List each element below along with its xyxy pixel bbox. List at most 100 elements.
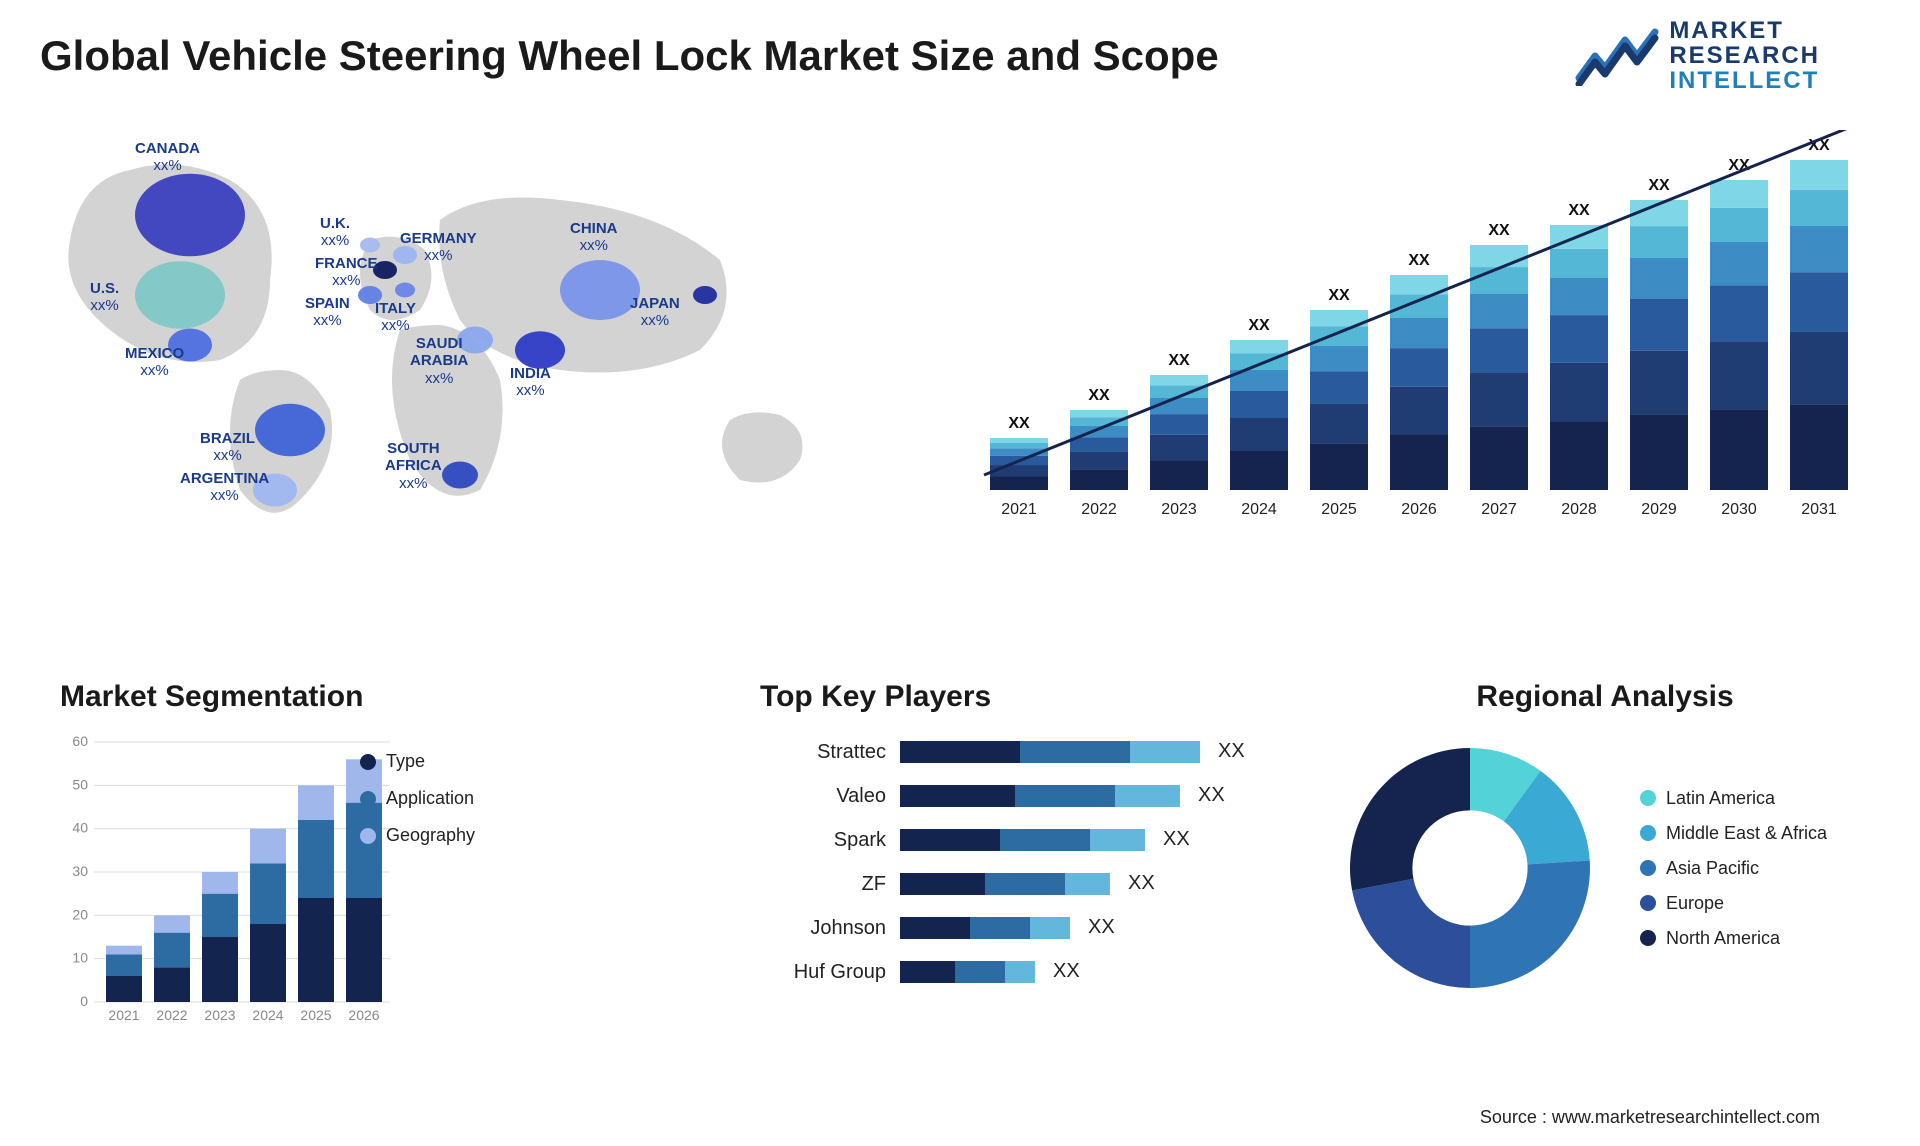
svg-text:2025: 2025 xyxy=(300,1007,331,1023)
player-value: XX xyxy=(1088,916,1115,939)
svg-text:XX: XX xyxy=(1248,317,1270,334)
regional-legend-item: Europe xyxy=(1640,893,1827,914)
svg-text:2031: 2031 xyxy=(1801,501,1837,518)
svg-text:2022: 2022 xyxy=(156,1007,187,1023)
legend-dot-icon xyxy=(360,754,376,770)
svg-text:2026: 2026 xyxy=(348,1007,379,1023)
player-value: XX xyxy=(1218,740,1245,763)
legend-label: Type xyxy=(386,751,425,772)
map-label-canada: CANADAxx% xyxy=(135,140,200,175)
svg-text:XX: XX xyxy=(1408,252,1430,269)
brand-logo: MARKET RESEARCH INTELLECT xyxy=(1575,18,1820,94)
svg-text:XX: XX xyxy=(1648,177,1670,194)
logo-text-2: RESEARCH xyxy=(1669,43,1820,68)
svg-text:50: 50 xyxy=(72,776,88,792)
player-bar-segment xyxy=(1130,741,1200,763)
player-bar-segment xyxy=(1030,917,1070,939)
svg-text:XX: XX xyxy=(1088,387,1110,404)
logo-mark-icon xyxy=(1575,26,1659,86)
map-label-mexico: MEXICOxx% xyxy=(125,345,184,380)
player-name: Huf Group xyxy=(760,961,900,984)
segmentation-legend: Type Application Geography xyxy=(360,735,475,862)
player-bar-segment xyxy=(1000,829,1090,851)
segmentation-panel: Market Segmentation 01020304050602021202… xyxy=(60,680,580,1032)
regional-donut xyxy=(1330,728,1610,1008)
svg-text:XX: XX xyxy=(1328,287,1350,304)
map-label-brazil: BRAZILxx% xyxy=(200,430,255,465)
player-bar: XX xyxy=(900,785,1320,807)
player-bar: XX xyxy=(900,741,1320,763)
player-bar-segment xyxy=(900,873,985,895)
svg-text:2030: 2030 xyxy=(1721,501,1757,518)
player-bar-segment xyxy=(1005,961,1035,983)
player-bar-segment xyxy=(970,917,1030,939)
player-bar-segment xyxy=(900,829,1000,851)
player-bar-segment xyxy=(985,873,1065,895)
svg-text:2028: 2028 xyxy=(1561,501,1597,518)
regional-panel: Regional Analysis Latin America Middle Ea… xyxy=(1330,680,1880,1008)
player-row: Strattec XX xyxy=(760,730,1320,774)
svg-text:2023: 2023 xyxy=(1161,501,1197,518)
svg-text:2021: 2021 xyxy=(1001,501,1037,518)
legend-label: Europe xyxy=(1666,893,1724,914)
players-title: Top Key Players xyxy=(760,680,1320,714)
player-bar-segment xyxy=(900,961,955,983)
map-label-italy: ITALYxx% xyxy=(375,300,416,335)
player-row: Huf GroupXX xyxy=(760,950,1320,994)
svg-text:XX: XX xyxy=(1008,415,1030,432)
map-label-us: U.S.xx% xyxy=(90,280,119,315)
player-bar-segment xyxy=(900,785,1015,807)
map-label-uk: U.K.xx% xyxy=(320,215,350,250)
player-value: XX xyxy=(1128,872,1155,895)
regional-legend-item: Asia Pacific xyxy=(1640,858,1827,879)
svg-text:2024: 2024 xyxy=(252,1007,283,1023)
legend-dot-icon xyxy=(360,791,376,807)
map-label-saudi: SAUDIARABIAxx% xyxy=(410,335,468,387)
svg-text:2025: 2025 xyxy=(1321,501,1357,518)
players-panel: Top Key Players StrattecXXValeoXXSparkXX… xyxy=(760,680,1320,994)
svg-text:10: 10 xyxy=(72,950,88,966)
world-map: CANADAxx% U.S.xx% MEXICOxx% BRAZILxx% ARGENT… xyxy=(40,130,910,540)
regional-legend: Latin America Middle East & Africa Asia Pa… xyxy=(1640,774,1827,963)
player-bar: XX xyxy=(900,961,1320,983)
svg-text:XX: XX xyxy=(1568,202,1590,219)
player-bar-segment xyxy=(900,741,1020,763)
legend-label: North America xyxy=(1666,928,1780,949)
player-row: SparkXX xyxy=(760,818,1320,862)
map-label-india: INDIAxx% xyxy=(510,365,551,400)
regional-legend-item: North America xyxy=(1640,928,1827,949)
player-value: XX xyxy=(1198,784,1225,807)
svg-text:40: 40 xyxy=(72,820,88,836)
regional-legend-item: Middle East & Africa xyxy=(1640,823,1827,844)
player-bar-segment xyxy=(1090,829,1145,851)
player-row: ZFXX xyxy=(760,862,1320,906)
svg-text:XX: XX xyxy=(1168,352,1190,369)
svg-text:2023: 2023 xyxy=(204,1007,235,1023)
map-label-spain: SPAINxx% xyxy=(305,295,350,330)
svg-text:2026: 2026 xyxy=(1401,501,1437,518)
player-name: Strattec xyxy=(760,741,900,764)
map-label-france: FRANCExx% xyxy=(315,255,378,290)
seg-legend-item: Geography xyxy=(360,825,475,846)
player-bar-segment xyxy=(1020,741,1130,763)
logo-text-1: MARKET xyxy=(1669,18,1820,43)
map-label-argentina: ARGENTINAxx% xyxy=(180,470,269,505)
player-name: Johnson xyxy=(760,917,900,940)
seg-legend-item: Application xyxy=(360,788,475,809)
svg-text:0: 0 xyxy=(80,993,88,1009)
regional-title: Regional Analysis xyxy=(1330,680,1880,714)
svg-text:XX: XX xyxy=(1488,222,1510,239)
legend-label: Asia Pacific xyxy=(1666,858,1759,879)
legend-dot-icon xyxy=(1640,825,1656,841)
map-label-china: CHINAxx% xyxy=(570,220,618,255)
player-bar-segment xyxy=(955,961,1005,983)
legend-dot-icon xyxy=(1640,790,1656,806)
legend-label: Middle East & Africa xyxy=(1666,823,1827,844)
svg-text:2029: 2029 xyxy=(1641,501,1677,518)
svg-text:60: 60 xyxy=(72,733,88,749)
legend-dot-icon xyxy=(1640,860,1656,876)
svg-text:2022: 2022 xyxy=(1081,501,1117,518)
regional-legend-item: Latin America xyxy=(1640,788,1827,809)
legend-dot-icon xyxy=(1640,895,1656,911)
logo-text-3: INTELLECT xyxy=(1669,68,1820,93)
